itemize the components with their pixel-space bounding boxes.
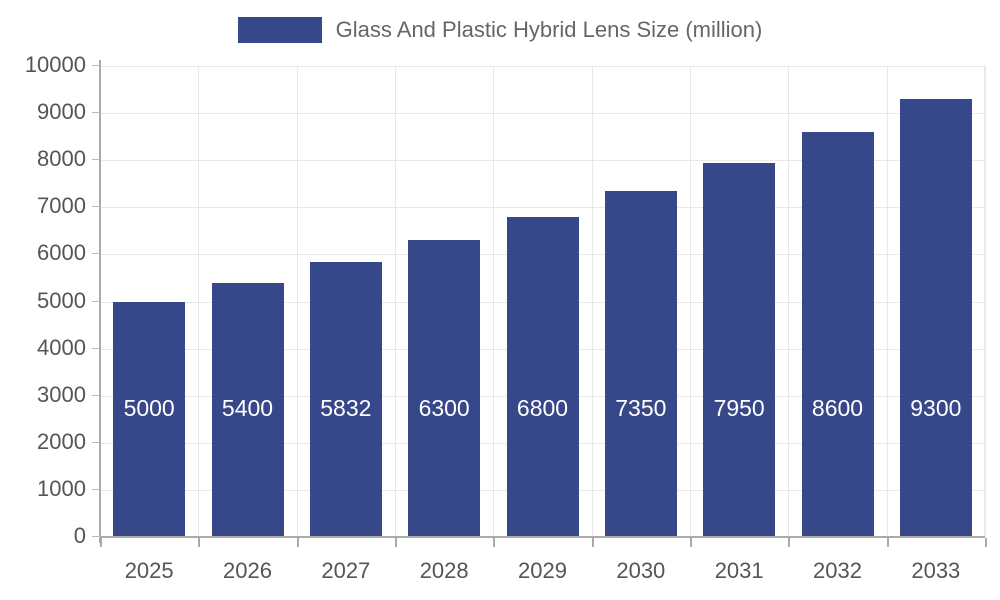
y-axis-tick-label: 0 — [73, 523, 86, 548]
y-axis-tick-label: 6000 — [37, 240, 86, 266]
gridline-vertical — [788, 66, 789, 537]
x-tick-mark — [100, 538, 102, 547]
y-tick-mark — [92, 300, 100, 302]
legend-item-0[interactable]: Glass And Plastic Hybrid Lens Size (mill… — [237, 17, 763, 43]
bar-value-label: 5400 — [221, 395, 274, 421]
bar-value-label: 9300 — [910, 395, 962, 421]
y-tick-mark — [92, 347, 100, 349]
x-tick-mark — [493, 538, 495, 547]
bar-value-label: 7350 — [615, 395, 667, 421]
y-tick-mark — [92, 394, 100, 396]
x-tick-mark — [690, 538, 692, 547]
y-axis-tick-label: 7000 — [37, 193, 86, 219]
y-tick-mark — [92, 112, 100, 114]
y-axis-tick-label: 8000 — [37, 146, 86, 172]
bar-value-label: 6300 — [418, 395, 470, 421]
gridline-vertical — [493, 66, 494, 537]
plot-area: 5000 5400 5832 6300 6800 7350 7950 8600 9300 — [100, 65, 986, 538]
bar[interactable]: 5400 — [211, 282, 284, 537]
x-tick-mark — [592, 538, 594, 547]
y-axis-line — [99, 60, 101, 543]
gridline-vertical — [592, 66, 593, 537]
y-axis-tick-label: 1000 — [37, 475, 86, 501]
bar[interactable]: 7950 — [703, 162, 776, 537]
y-tick-mark — [92, 206, 100, 208]
y-tick-mark — [92, 441, 100, 443]
y-axis-tick-label: 5000 — [37, 287, 86, 313]
x-tick-mark — [395, 538, 397, 547]
y-axis-tick-label: 4000 — [37, 334, 86, 360]
gridline-horizontal — [100, 113, 985, 115]
bar[interactable]: 8600 — [801, 131, 874, 537]
x-axis-tick-label: 2029 — [518, 558, 567, 583]
y-tick-mark — [92, 488, 100, 490]
gridline-vertical — [985, 66, 986, 537]
gridline-horizontal — [100, 160, 985, 162]
gridline-horizontal — [100, 66, 985, 67]
x-axis-tick-label: 2031 — [714, 558, 764, 583]
x-tick-mark — [198, 538, 200, 547]
legend-item-label: Glass And Plastic Hybrid Lens Size (mill… — [335, 17, 763, 42]
bar-value-label: 5832 — [320, 395, 372, 421]
y-axis-tick-label: 2000 — [37, 428, 86, 454]
y-tick-mark — [92, 536, 100, 537]
x-axis-tick-label: 2033 — [911, 558, 961, 583]
bar[interactable]: 5832 — [309, 262, 382, 537]
gridline-vertical — [198, 66, 199, 537]
y-axis-tick-label: 10000 — [24, 52, 86, 77]
chart-legend: Glass And Plastic Hybrid Lens Size (mill… — [0, 12, 1000, 48]
bar-value-label: 5000 — [123, 395, 175, 421]
y-tick-mark — [92, 65, 100, 66]
bar-value-label: 8600 — [811, 395, 864, 421]
x-axis-tick-label: 2026 — [223, 558, 272, 583]
y-tick-mark — [92, 159, 100, 161]
bar-value-label: 7950 — [713, 395, 765, 421]
gridline-horizontal — [100, 207, 985, 209]
x-axis-line — [99, 536, 985, 538]
bar[interactable]: 5000 — [113, 301, 186, 537]
x-tick-mark — [297, 538, 299, 547]
gridline-vertical — [297, 66, 298, 537]
x-tick-mark — [887, 538, 889, 547]
x-axis-tick-label: 2027 — [321, 558, 371, 583]
gridline-vertical — [690, 66, 691, 537]
x-axis-tick-label: 2028 — [419, 558, 469, 583]
legend-swatch-icon — [237, 17, 322, 43]
x-tick-mark — [788, 538, 790, 547]
bar[interactable]: 9300 — [899, 98, 972, 537]
x-axis-tick-label: 2032 — [813, 558, 862, 583]
gridline-vertical — [887, 66, 888, 537]
bar[interactable]: 7350 — [604, 190, 677, 537]
plot-right-border — [984, 65, 985, 537]
y-axis-tick-label: 9000 — [37, 99, 86, 125]
bar-value-label: 6800 — [516, 395, 569, 421]
x-axis-tick-label: 2025 — [124, 558, 174, 583]
y-axis-tick-label: 3000 — [37, 381, 86, 407]
x-tick-mark — [985, 538, 987, 547]
bar[interactable]: 6800 — [506, 216, 579, 537]
y-tick-mark — [92, 253, 100, 255]
x-axis-tick-label: 2030 — [616, 558, 666, 583]
bar[interactable]: 6300 — [408, 240, 481, 537]
gridline-vertical — [395, 66, 396, 537]
